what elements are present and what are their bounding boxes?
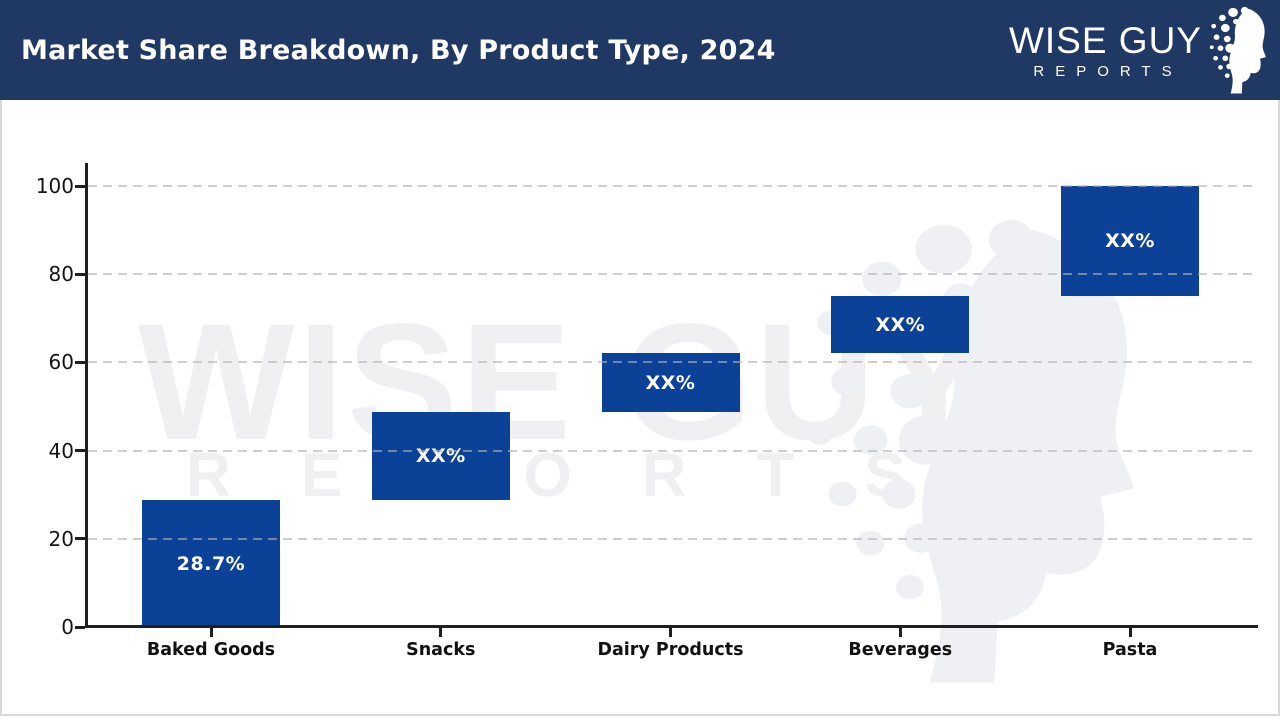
gridline-60 bbox=[88, 361, 1258, 364]
y-tick-80 bbox=[75, 272, 85, 276]
plot-area: 0 20 40 60 80 100 28.7% Baked Goods XX% Snacks XX%… bbox=[36, 163, 1258, 660]
gridline-100 bbox=[88, 185, 1258, 187]
y-tick-label-20: 20 bbox=[48, 526, 74, 551]
y-tick-label-80: 80 bbox=[48, 262, 74, 287]
y-axis-line bbox=[85, 163, 88, 627]
header-bar: Market Share Breakdown, By Product Type,… bbox=[0, 0, 1280, 100]
bar-value-label: XX% bbox=[1105, 230, 1155, 253]
wise-guy-reports-logo: WISE GUY REPORTS bbox=[1009, 6, 1266, 94]
gridline-40 bbox=[88, 449, 1258, 452]
y-tick-label-60: 60 bbox=[48, 350, 74, 375]
gridline-20 bbox=[88, 537, 1258, 540]
bar-baked-goods: 28.7% bbox=[142, 500, 280, 627]
y-tick-60 bbox=[75, 360, 85, 364]
x-category-label: Snacks bbox=[406, 640, 476, 660]
x-tick-1 bbox=[439, 628, 443, 637]
x-category-label: Baked Goods bbox=[146, 640, 276, 660]
bar-value-label: XX% bbox=[645, 371, 696, 394]
logo-wordmark: WISE GUY bbox=[1008, 19, 1202, 61]
page-title: Market Share Breakdown, By Product Type,… bbox=[21, 34, 776, 66]
x-category-label: Beverages bbox=[848, 640, 953, 660]
x-tick-0 bbox=[209, 628, 213, 637]
y-tick-40 bbox=[75, 449, 85, 453]
x-tick-2 bbox=[669, 628, 672, 637]
y-tick-20 bbox=[75, 537, 85, 541]
dotted-head-profile-icon bbox=[1209, 6, 1266, 94]
bar-pasta: XX% bbox=[1061, 186, 1199, 297]
bar-snacks: XX% bbox=[371, 412, 510, 501]
bar-value-label: XX% bbox=[875, 313, 926, 336]
y-tick-label-40: 40 bbox=[48, 438, 74, 463]
y-tick-0 bbox=[75, 625, 85, 629]
watermark-subtitle: REPORTS bbox=[186, 441, 976, 510]
x-category-label: Pasta bbox=[1102, 640, 1158, 660]
x-axis-line bbox=[85, 625, 1258, 628]
watermark-dotted-head-icon bbox=[808, 219, 1134, 683]
logo-text: WISE GUY REPORTS bbox=[1009, 22, 1202, 79]
x-tick-3 bbox=[898, 628, 902, 637]
gridline-80 bbox=[88, 273, 1258, 276]
logo-subtitle: REPORTS bbox=[1033, 62, 1183, 80]
bar-beverages: XX% bbox=[831, 296, 970, 354]
y-tick-label-100: 100 bbox=[35, 174, 74, 198]
x-category-label: Dairy Products bbox=[597, 640, 744, 660]
y-tick-label-0: 0 bbox=[61, 615, 74, 639]
bar-value-label: 28.7% bbox=[176, 552, 246, 575]
x-tick-4 bbox=[1128, 628, 1132, 637]
y-tick-100 bbox=[75, 184, 85, 188]
